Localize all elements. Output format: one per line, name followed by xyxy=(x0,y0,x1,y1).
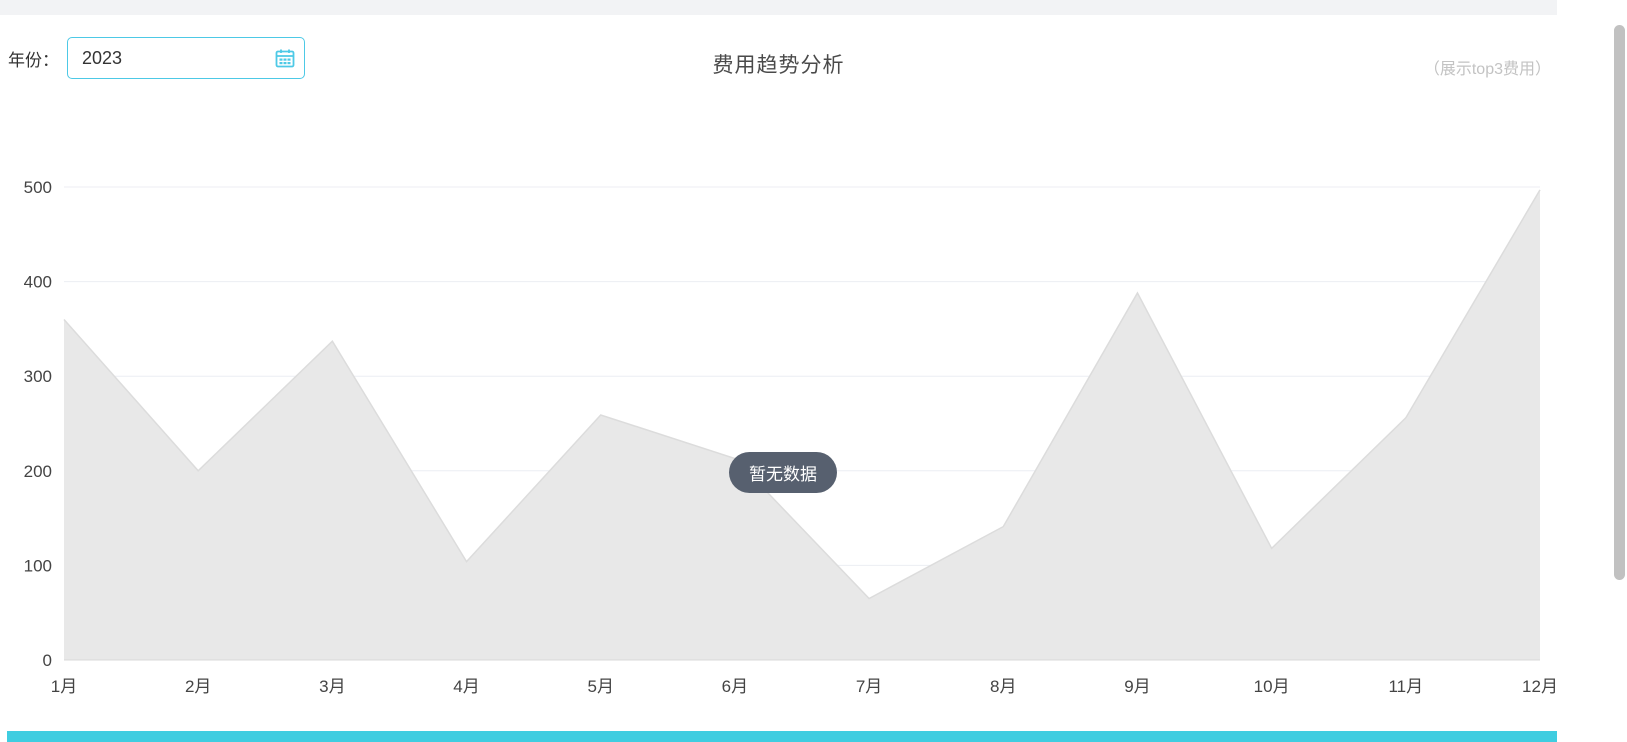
page-title: 费用趋势分析 xyxy=(712,54,845,77)
svg-text:4月: 4月 xyxy=(453,677,479,696)
top3-note: （展示top3费用） xyxy=(1423,61,1551,78)
chart-canvas[interactable]: 0 100 200 300 400 500 1月 2月 3月 4月 5月 6月 7月 8月 9月 10月 11… xyxy=(0,110,1557,710)
svg-text:1月: 1月 xyxy=(51,677,77,696)
svg-text:9月: 9月 xyxy=(1124,677,1150,696)
chart-x-tick-labels: 1月 2月 3月 4月 5月 6月 7月 8月 9月 10月 11月 12月 xyxy=(51,677,1557,696)
svg-text:8月: 8月 xyxy=(990,677,1016,696)
bottom-accent-bar xyxy=(7,731,1557,742)
svg-text:10月: 10月 xyxy=(1254,677,1290,696)
svg-text:300: 300 xyxy=(24,367,52,386)
svg-text:3月: 3月 xyxy=(319,677,345,696)
no-data-tooltip: 暂无数据 xyxy=(729,452,837,493)
year-input[interactable] xyxy=(68,38,304,78)
svg-text:100: 100 xyxy=(24,556,52,575)
svg-text:500: 500 xyxy=(24,178,52,197)
calendar-icon[interactable] xyxy=(275,48,295,68)
chart-y-tick-labels: 0 100 200 300 400 500 xyxy=(24,178,52,670)
year-filter: 年份： xyxy=(8,37,305,79)
svg-text:200: 200 xyxy=(24,462,52,481)
expense-trend-chart[interactable]: 0 100 200 300 400 500 1月 2月 3月 4月 5月 6月 7月 8月 9月 10月 11… xyxy=(0,110,1557,710)
vertical-scrollbar[interactable] xyxy=(1612,15,1627,742)
scrollbar-thumb[interactable] xyxy=(1614,25,1625,580)
svg-text:5月: 5月 xyxy=(587,677,613,696)
year-picker[interactable] xyxy=(67,37,305,79)
svg-text:0: 0 xyxy=(43,651,52,670)
chart-header: 年份： xyxy=(0,15,1557,110)
svg-text:11月: 11月 xyxy=(1388,677,1423,696)
svg-text:2月: 2月 xyxy=(185,677,211,696)
chart-area-series xyxy=(63,189,1541,660)
svg-text:400: 400 xyxy=(24,273,52,292)
svg-text:12月: 12月 xyxy=(1522,677,1557,696)
svg-text:6月: 6月 xyxy=(722,677,748,696)
top-background-strip xyxy=(0,0,1557,15)
svg-text:7月: 7月 xyxy=(856,677,882,696)
chart-card: 年份： xyxy=(0,15,1557,727)
year-filter-label: 年份： xyxy=(8,50,59,70)
